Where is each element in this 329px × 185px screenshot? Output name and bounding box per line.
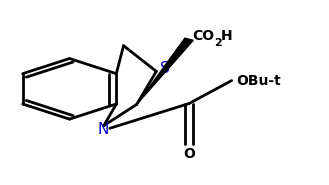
Text: H: H: [221, 29, 233, 43]
Text: S: S: [160, 61, 169, 76]
Text: CO: CO: [192, 29, 215, 43]
Polygon shape: [137, 38, 193, 105]
Text: OBu-t: OBu-t: [237, 74, 281, 88]
Text: 2: 2: [215, 38, 222, 48]
Text: O: O: [183, 147, 195, 161]
Text: N: N: [98, 122, 109, 137]
